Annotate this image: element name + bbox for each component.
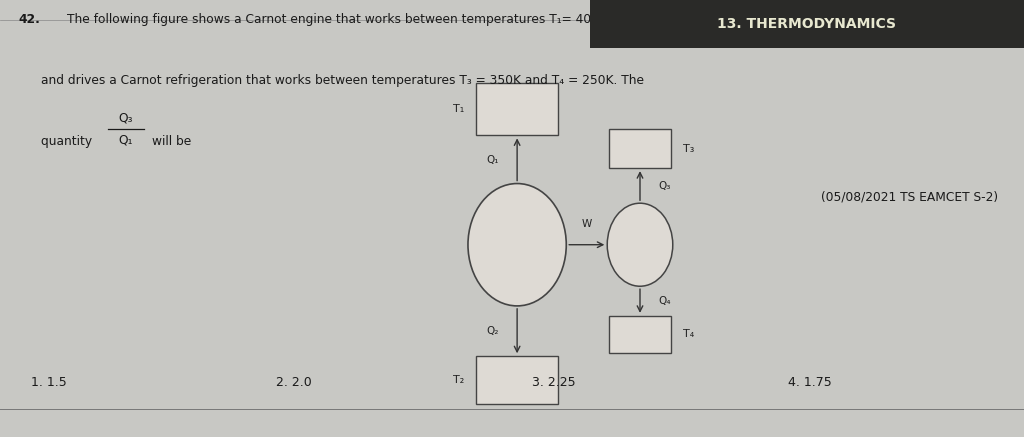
Text: Q₃: Q₃ — [119, 111, 133, 125]
Bar — [476, 83, 558, 135]
Text: 13. THERMODYNAMICS: 13. THERMODYNAMICS — [718, 17, 896, 31]
Text: Q₁: Q₁ — [486, 155, 499, 164]
Text: T₁: T₁ — [453, 104, 464, 114]
Text: 42.: 42. — [18, 13, 40, 26]
Text: Q₄: Q₄ — [658, 296, 671, 306]
Text: and drives a Carnot refrigeration that works between temperatures T₃ = 350K and : and drives a Carnot refrigeration that w… — [41, 74, 644, 87]
Bar — [476, 356, 558, 404]
Ellipse shape — [468, 184, 566, 306]
Text: 1. 1.5: 1. 1.5 — [31, 376, 67, 389]
Text: Q₃: Q₃ — [658, 181, 671, 191]
Text: will be: will be — [152, 135, 190, 149]
Text: (05/08/2021 TS EAMCET S-2): (05/08/2021 TS EAMCET S-2) — [821, 190, 998, 203]
Text: 3. 2.25: 3. 2.25 — [532, 376, 577, 389]
Text: Q₂: Q₂ — [486, 326, 499, 336]
Text: 4. 1.75: 4. 1.75 — [788, 376, 833, 389]
Text: The following figure shows a Carnot engine that works between temperatures T₁= 4: The following figure shows a Carnot engi… — [67, 13, 695, 26]
Text: T₄: T₄ — [683, 329, 694, 339]
Bar — [609, 129, 671, 168]
Text: Q₁: Q₁ — [119, 133, 133, 146]
Ellipse shape — [607, 203, 673, 286]
Bar — [590, 0, 1024, 48]
Text: T₃: T₃ — [683, 144, 694, 153]
Text: 2. 2.0: 2. 2.0 — [276, 376, 312, 389]
Text: W: W — [582, 219, 592, 229]
Bar — [609, 316, 671, 353]
Text: quantity: quantity — [41, 135, 96, 149]
Text: T₂: T₂ — [453, 375, 464, 385]
